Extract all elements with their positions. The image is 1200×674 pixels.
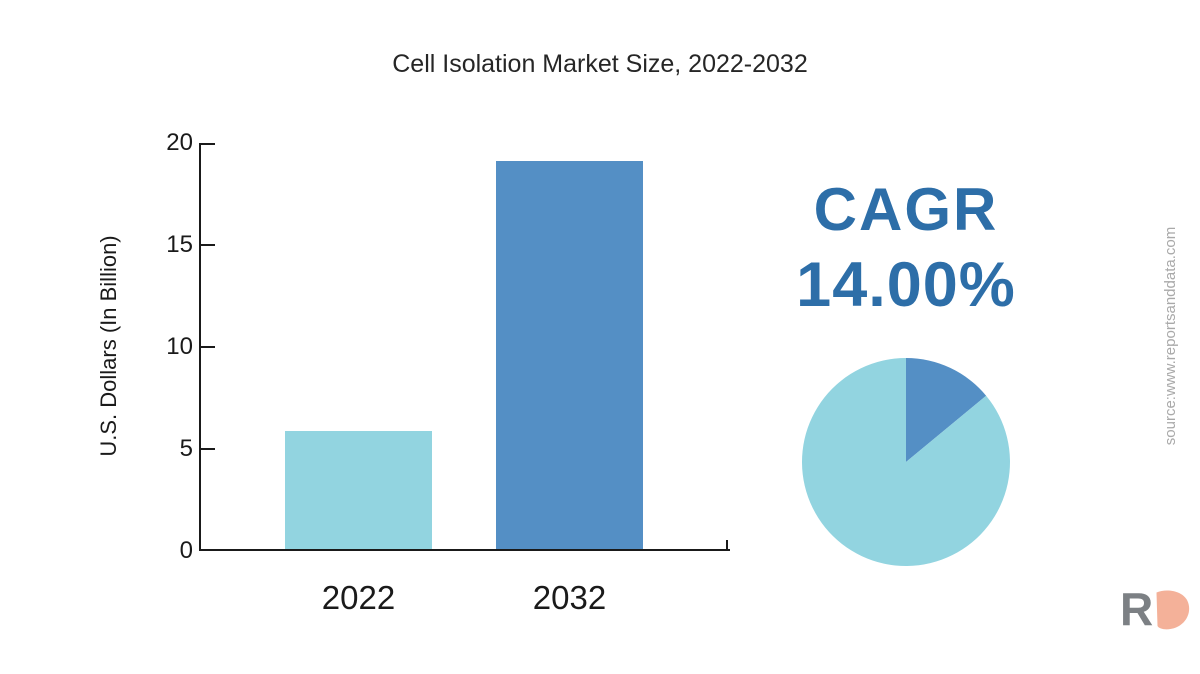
chart-title: Cell Isolation Market Size, 2022-2032 <box>392 50 808 78</box>
source-note: source:www.reportsanddata.com <box>1162 226 1179 446</box>
pie-slice-remainder <box>801 358 1010 566</box>
pie-slice-cagr-share <box>906 358 987 462</box>
y-axis-tick-20 <box>201 143 215 145</box>
logo-letter-r: R <box>1120 583 1153 635</box>
y-tick-label-15: 15 <box>166 231 193 258</box>
bar-2022 <box>285 430 432 549</box>
reports-and-data-logo: R <box>1120 586 1192 636</box>
y-axis-tick-0 <box>201 549 215 551</box>
cagr-pie-chart <box>795 351 1017 573</box>
x-tick-label-2022: 2022 <box>321 579 396 616</box>
y-axis-tick-10 <box>201 346 215 348</box>
cagr-label: CAGR <box>813 176 999 243</box>
y-tick-label-10: 10 <box>166 333 193 360</box>
x-axis-line <box>199 549 730 551</box>
x-axis-end-tick <box>726 540 728 549</box>
y-axis-tick-5 <box>201 448 215 450</box>
y-tick-label-5: 5 <box>179 435 193 462</box>
y-tick-label-20: 20 <box>166 129 193 156</box>
y-axis-tick-15 <box>201 244 215 246</box>
cagr-value: 14.00% <box>796 250 1016 320</box>
y-tick-label-0: 0 <box>179 537 193 564</box>
logo-d-icon <box>1156 590 1190 630</box>
cagr-callout: CAGR 14.00% <box>770 180 1042 317</box>
y-axis-line <box>199 143 201 551</box>
x-tick-label-2032: 2032 <box>532 579 607 616</box>
y-axis-title: U.S. Dollars (In Billion) <box>96 235 121 457</box>
bar-2032 <box>496 161 643 549</box>
y-axis-tick-labels: 0 5 10 15 20 <box>120 131 193 563</box>
bar-chart-plot-area <box>199 143 730 551</box>
pie-svg <box>801 358 1010 566</box>
